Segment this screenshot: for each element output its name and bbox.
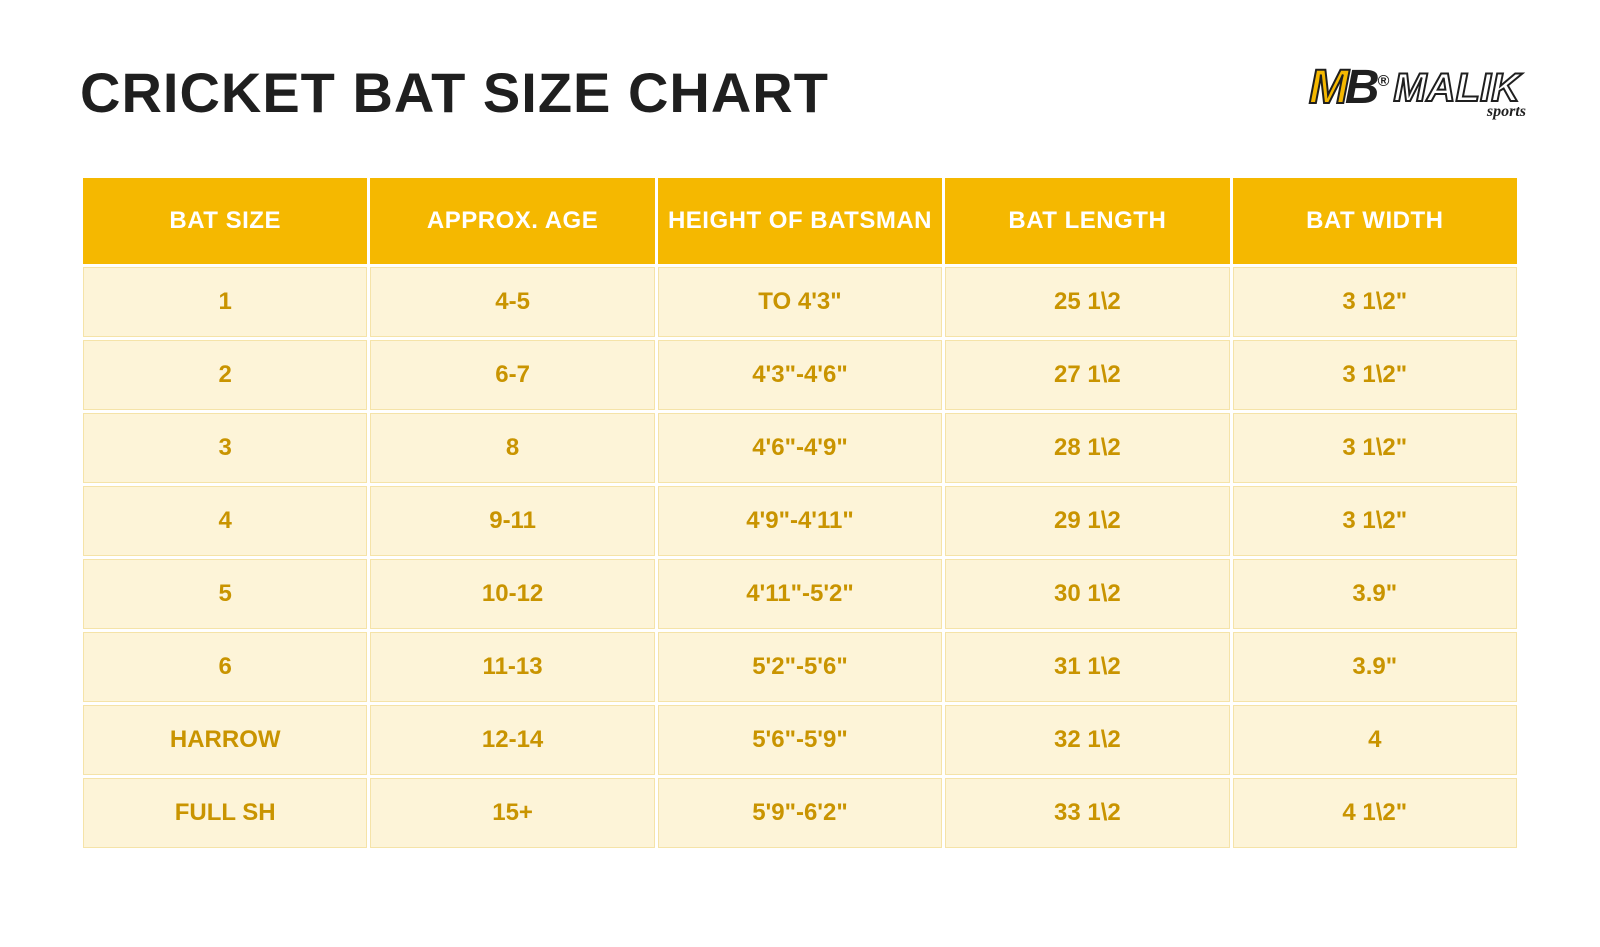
- cell: 9-11: [370, 486, 654, 556]
- header: CRICKET BAT SIZE CHART MB® MALIK sports: [80, 60, 1520, 125]
- size-chart-table: BAT SIZE APPROX. AGE HEIGHT OF BATSMAN B…: [80, 175, 1520, 851]
- cell: 3 1\2": [1233, 340, 1517, 410]
- cell: 10-12: [370, 559, 654, 629]
- cell: 3 1\2": [1233, 267, 1517, 337]
- cell: 3.9": [1233, 559, 1517, 629]
- cell: 4'3"-4'6": [658, 340, 942, 410]
- cell: 5'6"-5'9": [658, 705, 942, 775]
- cell: 5'9"-6'2": [658, 778, 942, 848]
- cell: 4'9"-4'11": [658, 486, 942, 556]
- cell: 3 1\2": [1233, 413, 1517, 483]
- cell: 25 1\2: [945, 267, 1229, 337]
- table-row: 2 6-7 4'3"-4'6" 27 1\2 3 1\2": [83, 340, 1517, 410]
- table-row: 5 10-12 4'11"-5'2" 30 1\2 3.9": [83, 559, 1517, 629]
- table-header-row: BAT SIZE APPROX. AGE HEIGHT OF BATSMAN B…: [83, 178, 1517, 264]
- cell: TO 4'3": [658, 267, 942, 337]
- table-row: 1 4-5 TO 4'3" 25 1\2 3 1\2": [83, 267, 1517, 337]
- cell: 4-5: [370, 267, 654, 337]
- cell: 30 1\2: [945, 559, 1229, 629]
- cell: 3 1\2": [1233, 486, 1517, 556]
- brand-logo: MB® MALIK sports: [1309, 64, 1520, 112]
- cell: 15+: [370, 778, 654, 848]
- table-header: BAT SIZE APPROX. AGE HEIGHT OF BATSMAN B…: [83, 178, 1517, 264]
- cell: 28 1\2: [945, 413, 1229, 483]
- cell: 4'11"-5'2": [658, 559, 942, 629]
- cell: 29 1\2: [945, 486, 1229, 556]
- table-row: 6 11-13 5'2"-5'6" 31 1\2 3.9": [83, 632, 1517, 702]
- col-approx-age: APPROX. AGE: [370, 178, 654, 264]
- cell: 5'2"-5'6": [658, 632, 942, 702]
- cell: 6-7: [370, 340, 654, 410]
- cell: 2: [83, 340, 367, 410]
- logo-sports-word: sports: [1487, 103, 1526, 121]
- cell: 1: [83, 267, 367, 337]
- logo-b: B: [1345, 61, 1376, 114]
- page-title: CRICKET BAT SIZE CHART: [80, 60, 829, 125]
- table-row: FULL SH 15+ 5'9"-6'2" 33 1\2 4 1\2": [83, 778, 1517, 848]
- cell: 11-13: [370, 632, 654, 702]
- logo-mb-mark: MB®: [1309, 64, 1385, 112]
- col-bat-length: BAT LENGTH: [945, 178, 1229, 264]
- col-bat-size: BAT SIZE: [83, 178, 367, 264]
- cell: 5: [83, 559, 367, 629]
- cell: 32 1\2: [945, 705, 1229, 775]
- table-row: HARROW 12-14 5'6"-5'9" 32 1\2 4: [83, 705, 1517, 775]
- cell: 3.9": [1233, 632, 1517, 702]
- table-row: 4 9-11 4'9"-4'11" 29 1\2 3 1\2": [83, 486, 1517, 556]
- cell: 4'6"-4'9": [658, 413, 942, 483]
- logo-m: M: [1309, 61, 1345, 114]
- cell: 3: [83, 413, 367, 483]
- cell: HARROW: [83, 705, 367, 775]
- col-height: HEIGHT OF BATSMAN: [658, 178, 942, 264]
- cell: 33 1\2: [945, 778, 1229, 848]
- cell: 27 1\2: [945, 340, 1229, 410]
- cell: 6: [83, 632, 367, 702]
- col-bat-width: BAT WIDTH: [1233, 178, 1517, 264]
- cell: 31 1\2: [945, 632, 1229, 702]
- logo-malik-text: MALIK sports: [1393, 66, 1520, 111]
- table-row: 3 8 4'6"-4'9" 28 1\2 3 1\2": [83, 413, 1517, 483]
- cell: 4: [1233, 705, 1517, 775]
- cell: 4: [83, 486, 367, 556]
- logo-registered: ®: [1378, 73, 1386, 90]
- cell: 4 1\2": [1233, 778, 1517, 848]
- table-body: 1 4-5 TO 4'3" 25 1\2 3 1\2" 2 6-7 4'3"-4…: [83, 267, 1517, 848]
- page: CRICKET BAT SIZE CHART MB® MALIK sports …: [0, 0, 1600, 947]
- cell: FULL SH: [83, 778, 367, 848]
- cell: 12-14: [370, 705, 654, 775]
- cell: 8: [370, 413, 654, 483]
